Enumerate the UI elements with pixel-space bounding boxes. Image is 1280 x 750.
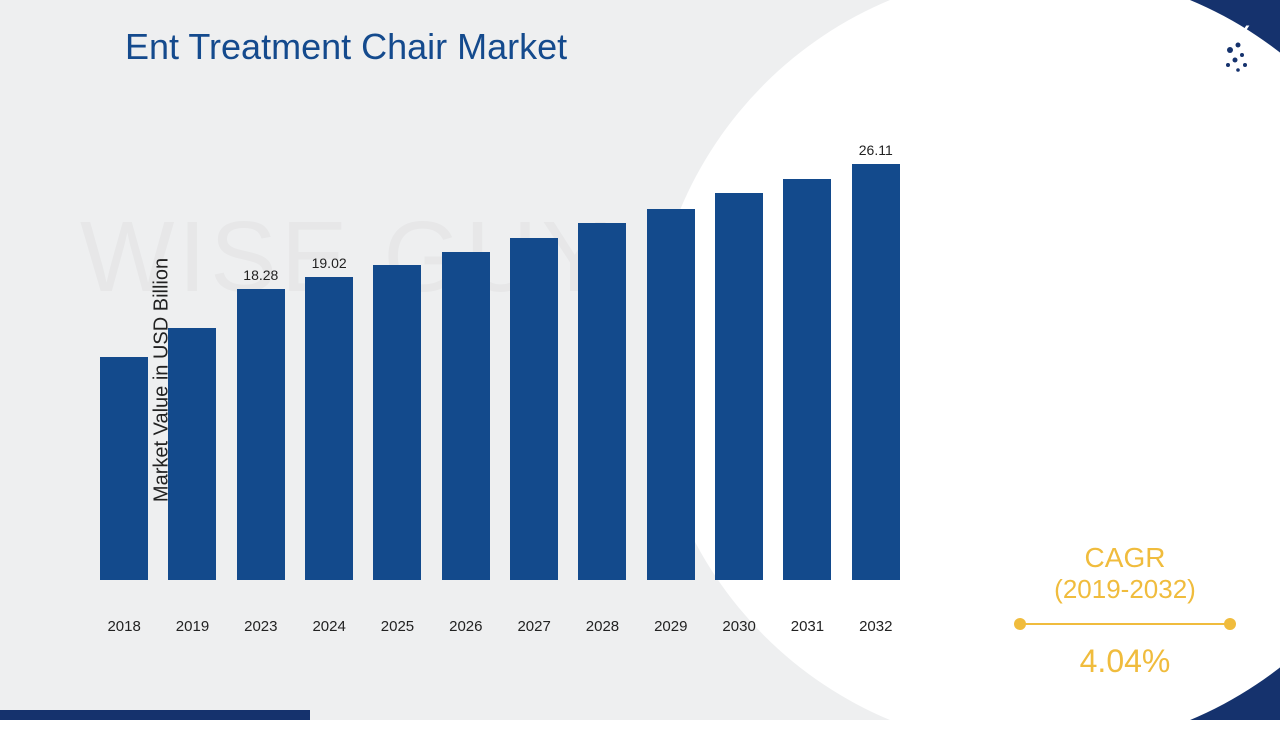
bar-value-label: 26.11 (859, 142, 893, 160)
x-tick-label: 2026 (437, 618, 495, 635)
x-tick-label: 2030 (710, 618, 768, 635)
bar (715, 193, 763, 580)
bar-value-label: 19.02 (312, 255, 347, 273)
bar (168, 328, 216, 580)
bar-group (642, 187, 700, 580)
bar-group (710, 171, 768, 580)
bar-group (505, 216, 563, 580)
bar-chart: Market Value in USD Billion 18.2819.0226… (50, 150, 920, 610)
bar-value-label: 18.28 (243, 267, 278, 285)
x-tick-label: 2032 (847, 618, 905, 635)
bottom-accent-bar (0, 710, 310, 720)
bars-container: 18.2819.0226.11 (90, 150, 910, 580)
x-axis: 2018 2019 2023 2024 2025 2026 2027 2028 2029 2030… (90, 618, 910, 635)
bar (783, 179, 831, 580)
x-tick-label: 2027 (505, 618, 563, 635)
bar (237, 289, 285, 580)
x-tick-label: 2029 (642, 618, 700, 635)
bar-group (573, 201, 631, 580)
bar-group: 19.02 (300, 255, 358, 580)
cagr-divider (1020, 623, 1230, 625)
cagr-range: (2019-2032) (1000, 574, 1250, 605)
x-tick-label: 2018 (95, 618, 153, 635)
bar-group: 18.28 (232, 267, 290, 580)
bar (100, 357, 148, 580)
bar (852, 164, 900, 580)
cagr-value: 4.04% (1000, 643, 1250, 680)
bar (442, 252, 490, 580)
bar-group (95, 335, 153, 580)
plot-area: 18.2819.0226.11 (90, 150, 910, 580)
bar-group (163, 306, 221, 580)
x-tick-label: 2028 (573, 618, 631, 635)
bar-group (778, 157, 836, 580)
bar (373, 265, 421, 580)
x-tick-label: 2031 (778, 618, 836, 635)
x-tick-label: 2025 (368, 618, 426, 635)
cagr-label: CAGR (1000, 542, 1250, 574)
bar (510, 238, 558, 580)
cagr-block: CAGR (2019-2032) 4.04% (1000, 542, 1250, 680)
bar (578, 223, 626, 580)
bar-group (368, 243, 426, 580)
bar-group: 26.11 (847, 142, 905, 580)
bar-group (437, 230, 495, 580)
x-tick-label: 2023 (232, 618, 290, 635)
chart-title: Ent Treatment Chair Market (125, 26, 567, 68)
x-tick-label: 2019 (163, 618, 221, 635)
x-tick-label: 2024 (300, 618, 358, 635)
bar (305, 277, 353, 580)
logo-head-icon (1190, 20, 1260, 105)
bar (647, 209, 695, 580)
